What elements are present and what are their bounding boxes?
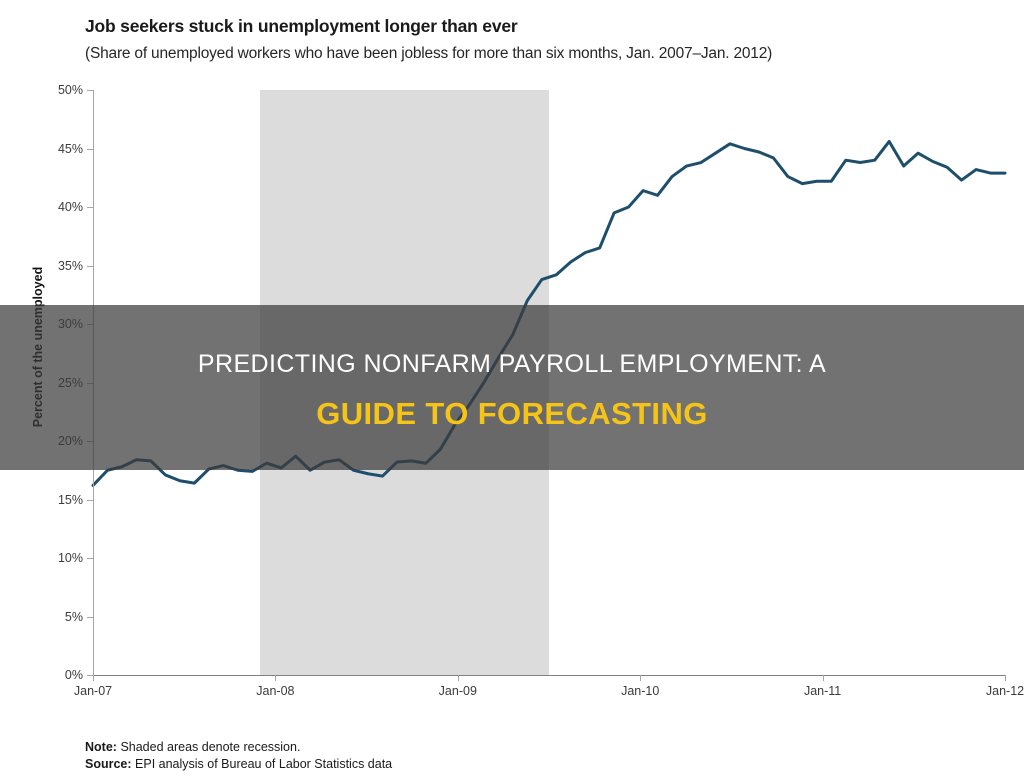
y-tick-mark (87, 90, 93, 91)
x-tick-mark (640, 675, 642, 681)
x-tick-mark (457, 675, 459, 681)
footnote-source-label: Source: (85, 757, 132, 771)
y-tick-label: 0% (64, 668, 83, 682)
overlay-title-line-2: GUIDE TO FORECASTING (316, 396, 708, 431)
footnotes: Note: Shaded areas denote recession. Sou… (85, 739, 392, 773)
y-tick-label: 5% (64, 609, 83, 624)
y-tick-label: 35% (57, 258, 83, 273)
x-tick-mark (822, 675, 824, 681)
x-tick-label: Jan-07 (73, 684, 113, 698)
footnote-note-label: Note: (85, 740, 117, 754)
y-tick-mark (87, 675, 93, 676)
y-tick-label: 45% (57, 141, 83, 156)
y-tick-mark (87, 148, 93, 150)
y-tick-mark (87, 616, 93, 618)
chart-subtitle: (Share of unemployed workers who have be… (85, 45, 773, 62)
y-tick-mark (87, 558, 93, 559)
y-tick-label: 40% (57, 200, 83, 214)
chart-title: Job seekers stuck in unemployment longer… (85, 16, 518, 36)
footnote-note-text: Shaded areas denote recession. (120, 740, 301, 754)
y-tick-mark (87, 265, 93, 267)
overlay-title-line-1: PREDICTING NONFARM PAYROLL EMPLOYMENT: A (197, 350, 827, 378)
x-tick-label: Jan-09 (438, 684, 477, 698)
x-tick-mark (1005, 675, 1006, 681)
footnote-source-text: EPI analysis of Bureau of Labor Statisti… (135, 757, 393, 771)
footnote-source: Source: EPI analysis of Bureau of Labor … (85, 756, 392, 773)
data-series-line (91, 139, 1007, 487)
y-tick-label: 15% (57, 492, 83, 507)
y-tick-mark (87, 207, 93, 208)
overlay-banner (0, 305, 1024, 470)
y-tick-mark (87, 499, 93, 501)
x-tick-label: Jan-10 (621, 684, 660, 698)
x-tick-mark (93, 675, 94, 681)
footnote-note: Note: Shaded areas denote recession. (85, 739, 392, 756)
y-tick-label: 50% (57, 83, 83, 97)
x-tick-label: Jan-12 (985, 684, 1024, 698)
y-tick-label: 10% (57, 551, 83, 565)
x-tick-label: Jan-11 (803, 684, 842, 698)
x-tick-mark (275, 675, 277, 681)
x-axis-line (93, 675, 1005, 676)
x-tick-label: Jan-08 (256, 684, 295, 698)
